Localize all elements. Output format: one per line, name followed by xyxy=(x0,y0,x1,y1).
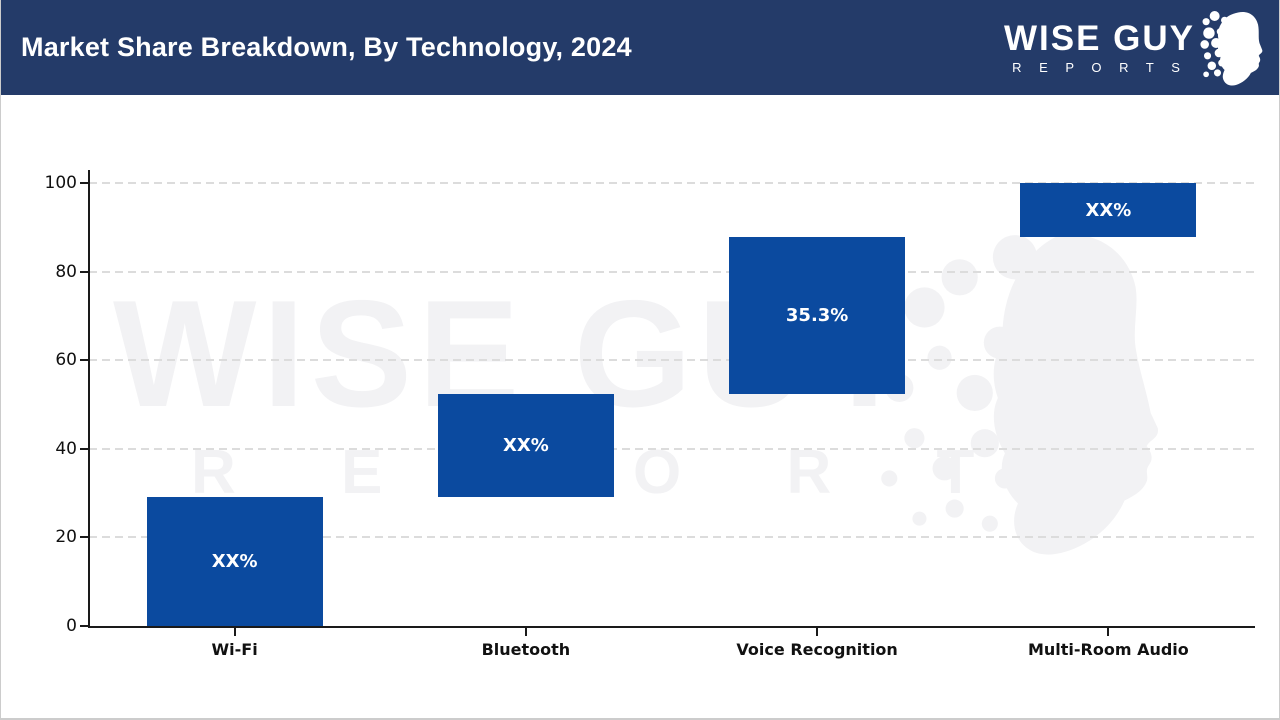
header: Market Share Breakdown, By Technology, 2… xyxy=(1,0,1279,95)
gridline xyxy=(89,270,1254,273)
bar-multi-room-audio: XX% xyxy=(1020,183,1197,238)
bar-wi-fi-text: XX% xyxy=(211,550,258,572)
dotted-head-icon xyxy=(1200,10,1263,86)
wise-guy-logo: WISE GUY R E P O R T S xyxy=(1004,7,1263,89)
logo-text: WISE GUY R E P O R T S xyxy=(1004,21,1195,74)
bar-bluetooth: XX% xyxy=(437,393,614,497)
bar-bluetooth-text: XX% xyxy=(502,434,549,456)
y-axis-line xyxy=(88,170,90,628)
y-axis-tick-label: 60 xyxy=(55,350,77,371)
x-axis-tick xyxy=(1107,628,1110,636)
logo-subtitle: R E P O R T S xyxy=(1012,60,1187,75)
bar-multi-room-audio-text: XX% xyxy=(1085,199,1132,221)
y-axis-tick xyxy=(80,270,89,273)
y-axis-tick-label: 40 xyxy=(55,438,77,459)
x-axis-tick xyxy=(816,628,819,636)
logo-wordmark: WISE GUY xyxy=(1003,19,1195,58)
gridline xyxy=(89,447,1254,450)
watermark-head-icon xyxy=(881,234,1159,555)
y-axis-tick-label: 80 xyxy=(55,261,77,282)
y-axis-tick xyxy=(80,625,89,627)
y-axis-tick xyxy=(80,536,89,539)
bar-voice-recognition: 35.3% xyxy=(729,237,906,394)
bar-wi-fi: XX% xyxy=(146,496,323,626)
x-axis-label: Voice Recognition xyxy=(736,640,898,659)
x-axis-tick xyxy=(524,628,527,636)
bar-voice-recognition-text: 35.3% xyxy=(785,304,849,326)
x-axis-label: Multi-Room Audio xyxy=(1027,640,1189,659)
x-axis-line xyxy=(88,626,1255,628)
y-axis-tick-label: 20 xyxy=(55,527,77,548)
x-axis-tick xyxy=(233,628,236,636)
y-axis-tick xyxy=(80,447,89,450)
watermark-reports: R E P O R T S xyxy=(191,438,1165,507)
gridline xyxy=(89,536,1254,539)
y-axis-tick xyxy=(80,182,89,185)
gridline xyxy=(89,359,1254,362)
gridline xyxy=(89,182,1254,185)
x-axis-label: Wi-Fi xyxy=(211,640,258,659)
y-axis-tick-label: 0 xyxy=(66,616,77,636)
page-title: Market Share Breakdown, By Technology, 2… xyxy=(21,32,632,62)
y-axis-tick xyxy=(80,359,89,362)
x-axis-label: Bluetooth xyxy=(481,640,571,659)
y-axis-tick-label: 100 xyxy=(44,173,77,194)
